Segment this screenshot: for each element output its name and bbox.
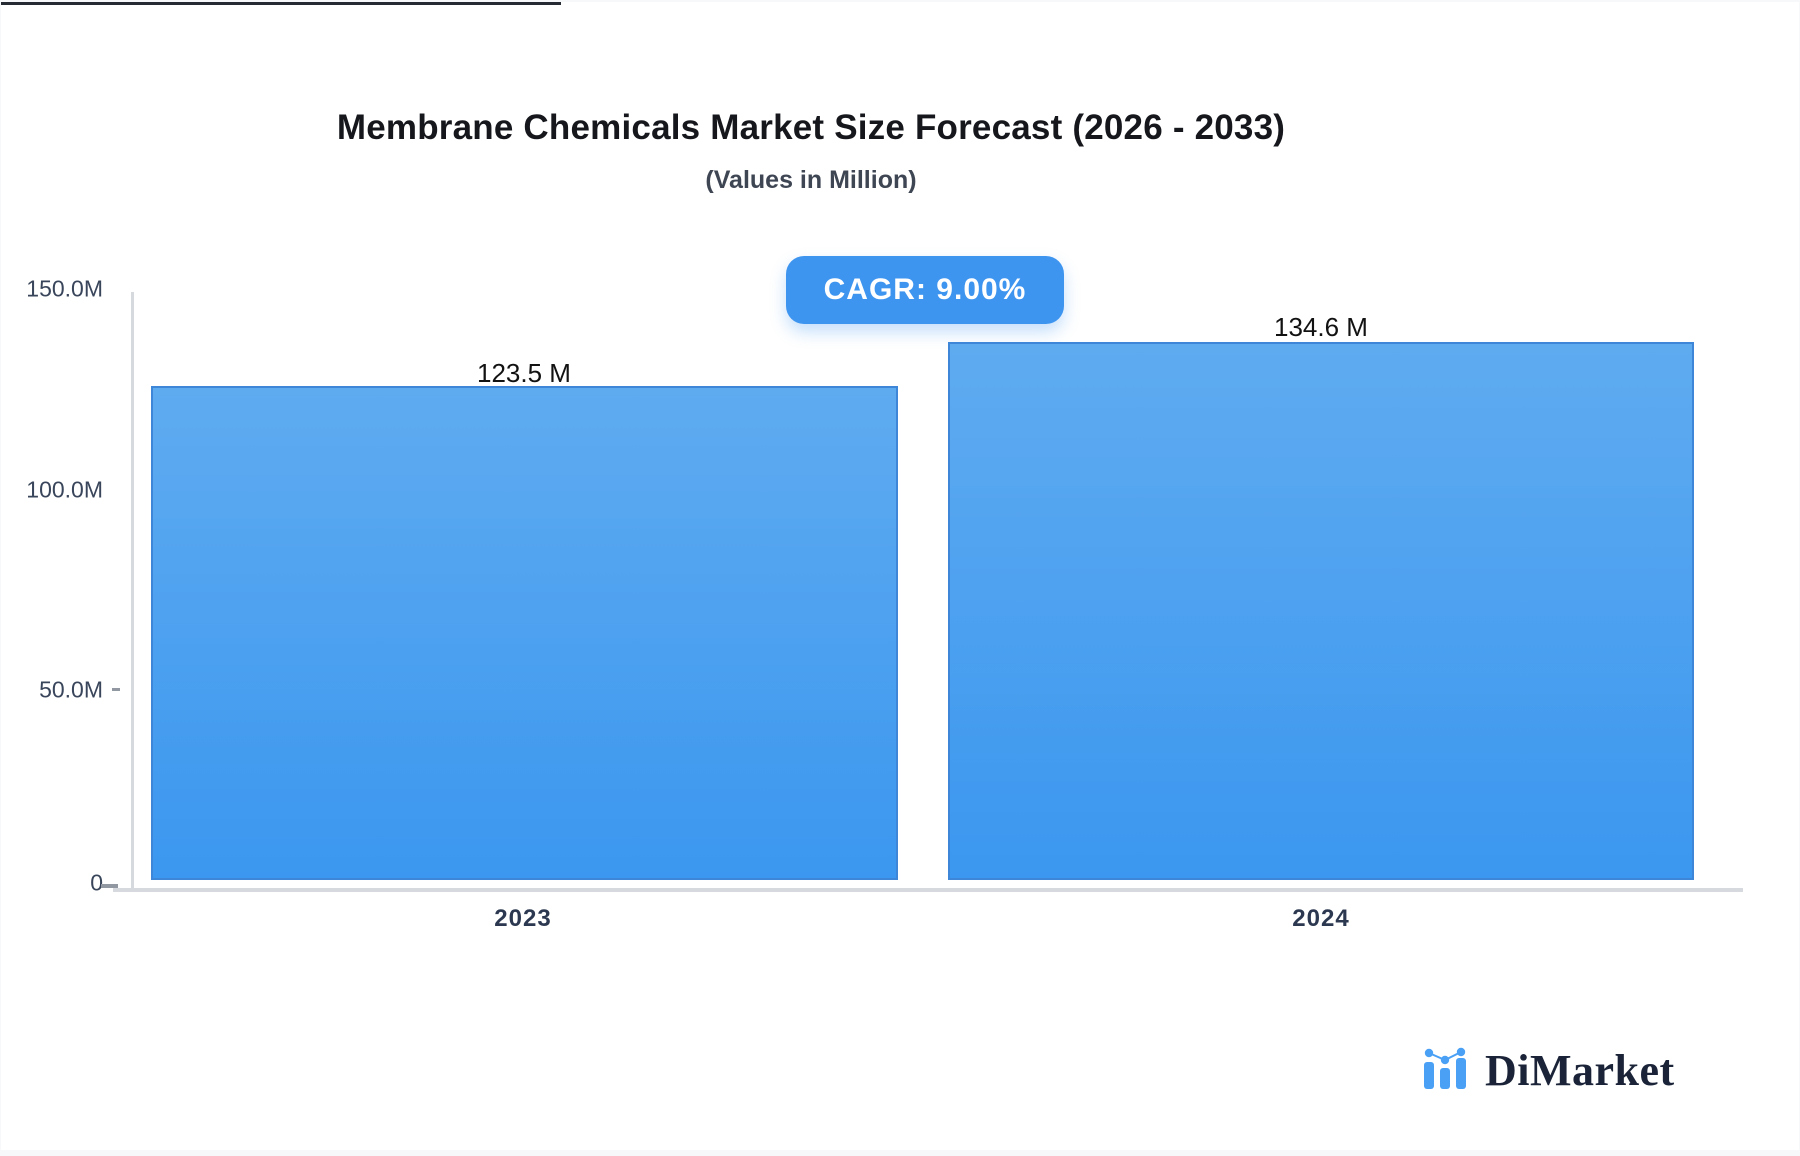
x-axis-label-2023: 2023 (494, 905, 552, 932)
value-label-2024: 134.6 M (1274, 312, 1368, 342)
x-axis-line (113, 888, 1743, 892)
x-axis-label-2024: 2024 (1292, 905, 1350, 932)
y-axis-label-100: 100.0M (26, 476, 103, 503)
bar-chart-logo-icon (1421, 1045, 1471, 1095)
top-border-line (1, 2, 561, 5)
tick-mark-50 (112, 688, 120, 691)
y-axis-line (131, 292, 134, 892)
y-axis-label-150: 150.0M (26, 275, 103, 302)
dimarket-logo[interactable]: DiMarket (1421, 1042, 1675, 1098)
chart-title: Membrane Chemicals Market Size Forecast … (336, 108, 1286, 147)
y-axis-label-0: 0 (90, 869, 103, 896)
chart-subtitle: (Values in Million) (705, 166, 917, 194)
tick-mark-0 (101, 884, 118, 888)
logo-text: DiMarket (1485, 1045, 1675, 1095)
y-axis-label-50: 50.0M (39, 676, 103, 703)
value-label-2023: 123.5 M (477, 358, 571, 388)
bar-2024[interactable] (948, 342, 1694, 880)
cagr-badge: CAGR: 9.00% (786, 256, 1064, 324)
bar-2023[interactable] (151, 386, 898, 880)
